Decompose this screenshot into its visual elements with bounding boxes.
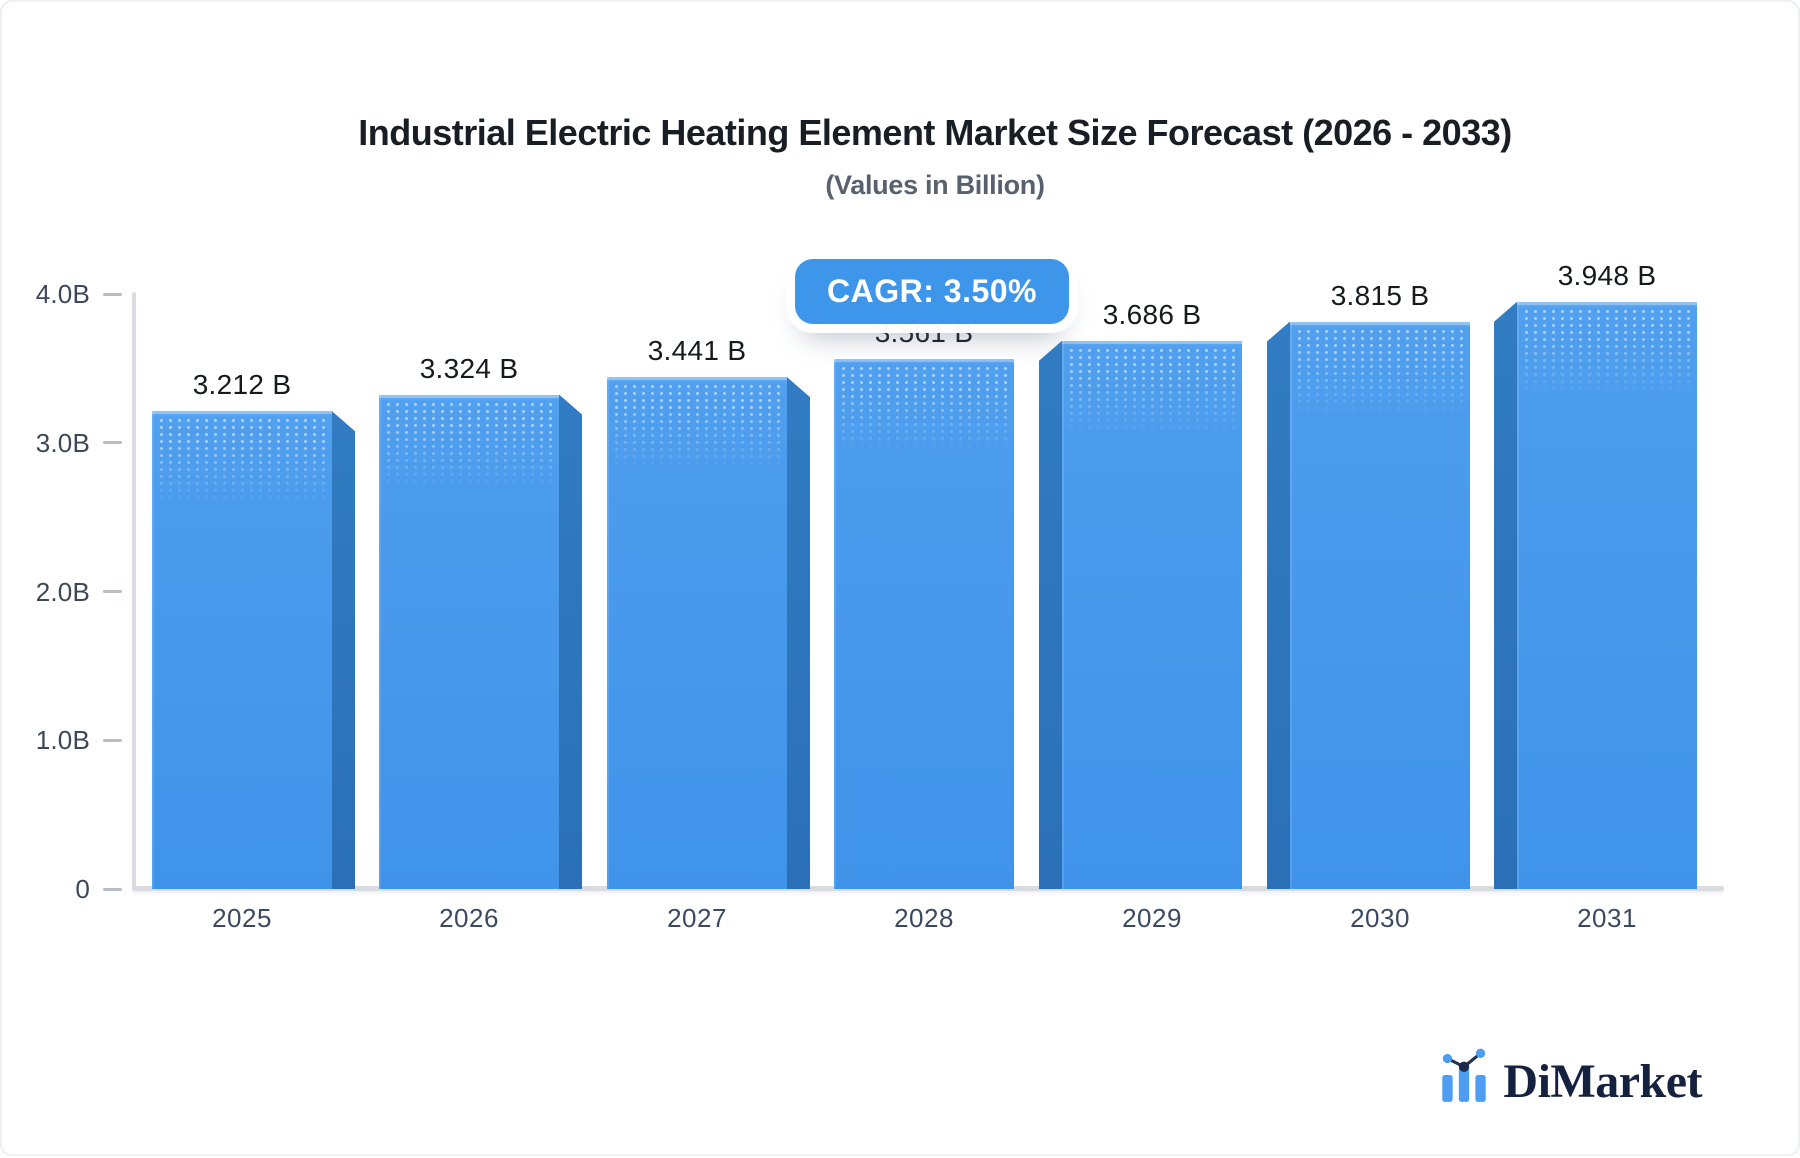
brand-logo: DiMarket <box>1440 1044 1702 1108</box>
x-tick-label: 2025 <box>212 903 272 933</box>
y-tick-dash <box>103 441 122 445</box>
y-tick-dash <box>103 292 122 296</box>
bar-side-3d <box>1494 301 1517 889</box>
x-tick-label: 2028 <box>894 903 954 933</box>
bar-2027: 3.441 B <box>607 335 810 889</box>
bar-value-label: 3.324 B <box>419 352 519 384</box>
bar-2029: 3.686 B <box>1039 299 1242 889</box>
bar-value-label: 3.686 B <box>1102 298 1202 330</box>
bar-value-label: 3.948 B <box>1557 259 1657 291</box>
bar-2026: 3.324 B <box>379 353 582 889</box>
bar-face <box>834 359 1014 889</box>
x-tick-label: 2030 <box>1350 903 1410 933</box>
bar-value-label: 3.441 B <box>647 335 747 367</box>
bar-face <box>1062 340 1242 889</box>
bar-value-label: 3.212 B <box>192 369 292 401</box>
bar-2030: 3.815 B <box>1267 280 1470 889</box>
brand-name: DiMarket <box>1503 1055 1702 1108</box>
bar-face <box>1290 321 1470 889</box>
bar-face <box>379 394 559 889</box>
chart-subtitle: (Values in Billion) <box>825 170 1045 200</box>
y-axis-line <box>132 292 136 890</box>
y-tick-label: 3.0B <box>35 427 90 458</box>
bar-face <box>1517 301 1697 889</box>
dimarket-chart-icon <box>1442 1048 1487 1102</box>
x-tick-label: 2029 <box>1122 903 1182 933</box>
chart-title: Industrial Electric Heating Element Mark… <box>358 112 1512 153</box>
y-tick-label: 2.0B <box>35 576 90 607</box>
bar-2028: 3.561 B <box>834 317 1014 889</box>
bar-value-label: 3.815 B <box>1330 279 1430 311</box>
bar-side-3d <box>1267 321 1290 889</box>
y-tick-label: 1.0B <box>35 725 90 756</box>
chart-header: Industrial Electric Heating Element Mark… <box>72 112 1798 201</box>
y-tick-dash <box>103 738 122 742</box>
bar-face <box>152 411 332 889</box>
bar-2025: 3.212 B <box>152 369 355 889</box>
bar-side-3d <box>787 377 810 889</box>
cagr-badge: CAGR: 3.50% <box>795 259 1069 324</box>
x-tick-label: 2026 <box>439 903 499 933</box>
bar-2031: 3.948 B <box>1494 260 1697 889</box>
y-tick-dash <box>103 887 122 891</box>
bar-side-3d <box>559 394 582 889</box>
x-tick-label: 2031 <box>1577 903 1637 933</box>
y-tick-label: 4.0B <box>35 279 90 309</box>
y-tick-dash <box>103 590 122 593</box>
bar-face <box>607 377 787 889</box>
y-tick-label: 0 <box>75 874 90 904</box>
x-tick-label: 2027 <box>667 903 727 933</box>
bar-side-3d <box>1039 340 1062 889</box>
bar-side-3d <box>332 411 355 889</box>
